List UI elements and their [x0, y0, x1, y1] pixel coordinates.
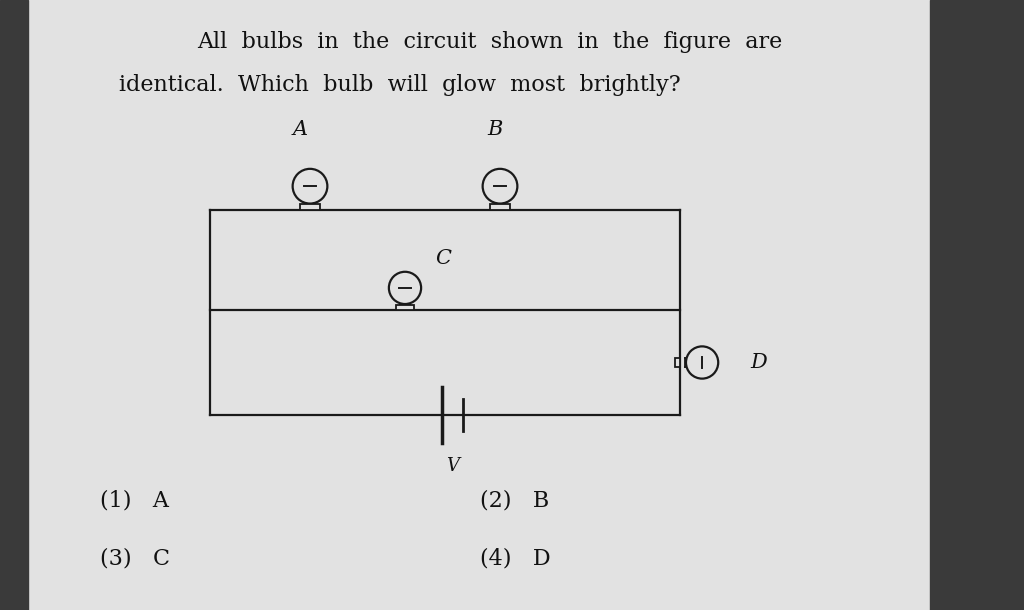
- Text: C: C: [435, 249, 451, 268]
- Text: (1)   A: (1) A: [100, 489, 169, 511]
- Bar: [930, 0, 1024, 610]
- Bar: [0, 0, 28, 610]
- FancyBboxPatch shape: [28, 0, 930, 610]
- Text: D: D: [751, 353, 767, 372]
- Bar: [396, 305, 414, 310]
- Text: V: V: [446, 457, 460, 475]
- Text: identical.  Which  bulb  will  glow  most  brightly?: identical. Which bulb will glow most bri…: [119, 74, 681, 96]
- Text: (3)   C: (3) C: [100, 547, 170, 569]
- Text: (2)   B: (2) B: [480, 489, 549, 511]
- Text: All  bulbs  in  the  circuit  shown  in  the  figure  are: All bulbs in the circuit shown in the fi…: [198, 31, 782, 53]
- Text: A: A: [293, 120, 307, 139]
- Bar: [675, 358, 680, 367]
- Bar: [490, 204, 510, 210]
- Bar: [300, 204, 319, 210]
- Text: (4)   D: (4) D: [480, 547, 551, 569]
- Text: B: B: [487, 120, 503, 139]
